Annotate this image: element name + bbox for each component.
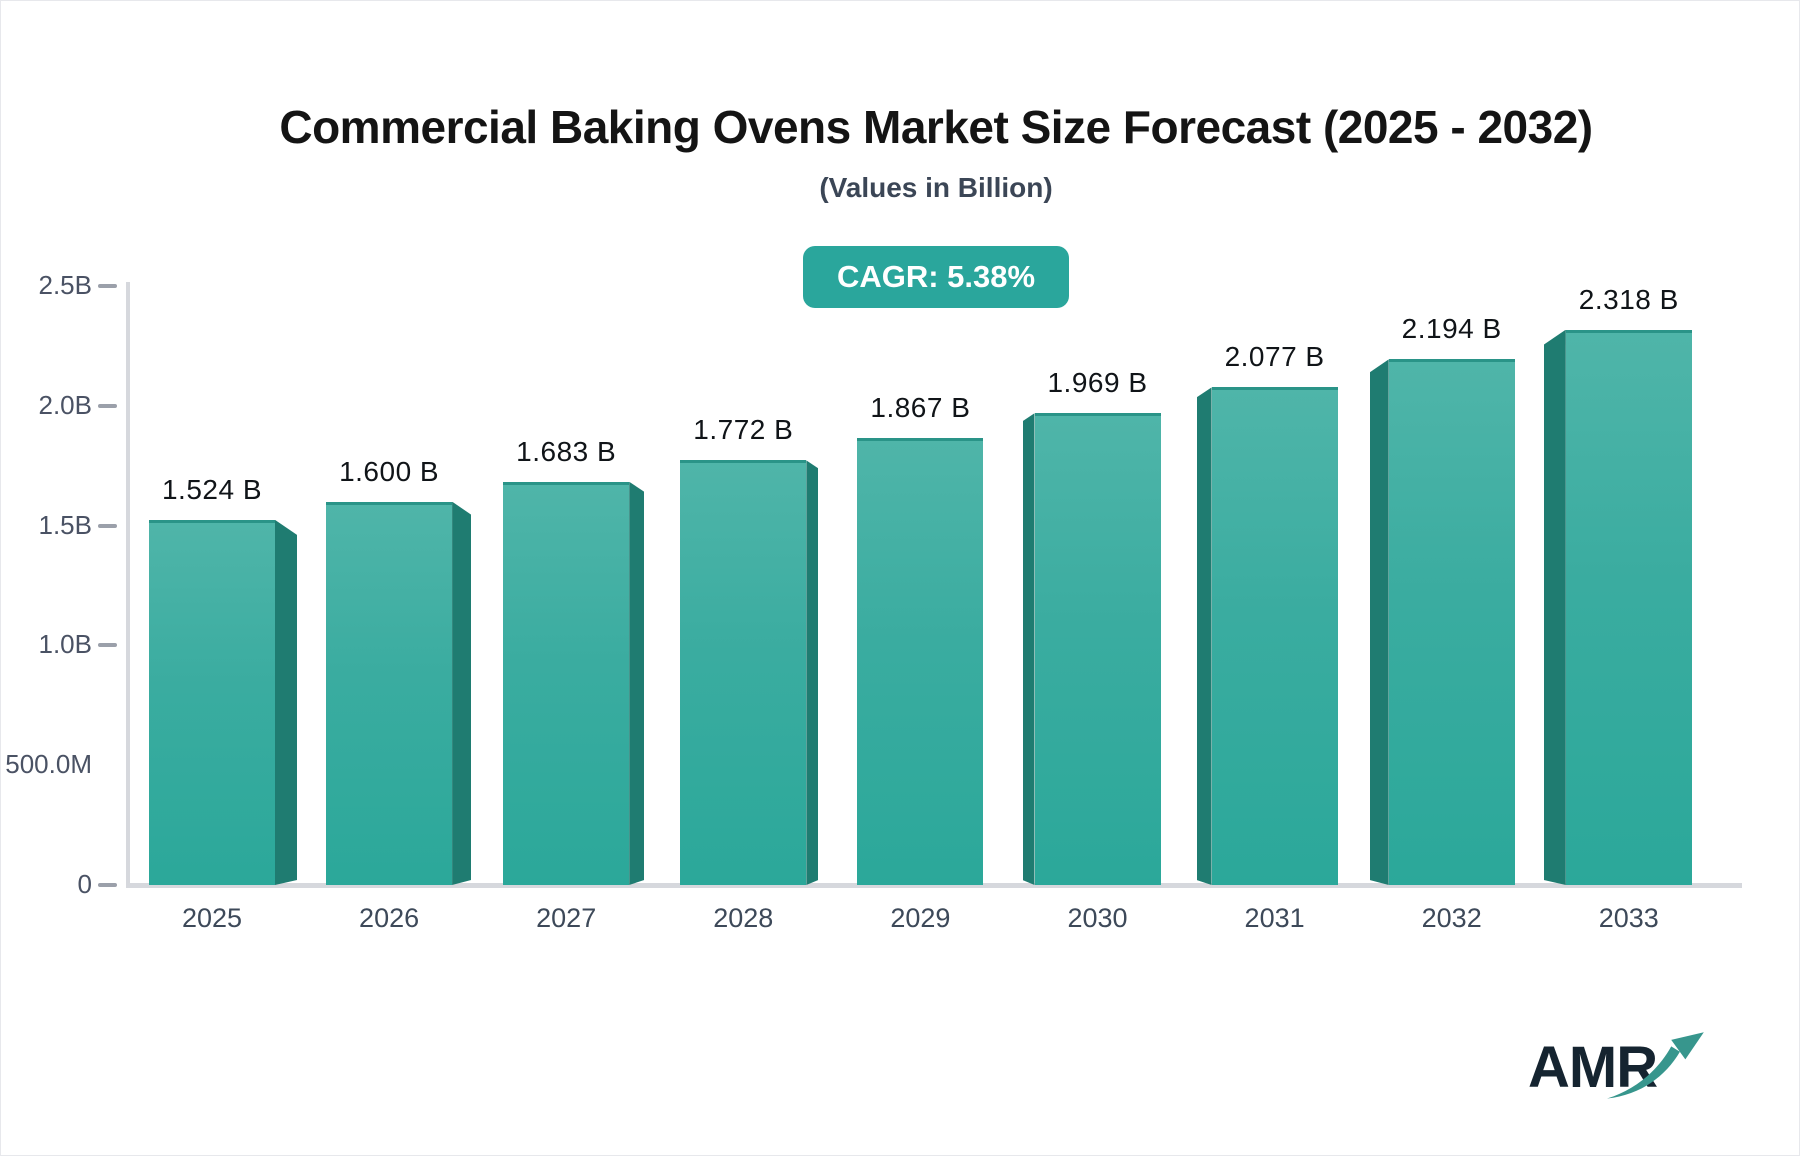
y-tick-dash	[98, 883, 117, 887]
y-tick-label: 2.5B	[38, 270, 93, 300]
bar-value-label: 2.077 B	[1224, 341, 1325, 373]
bar-value-label: 2.194 B	[1401, 313, 1502, 345]
bar-2027	[503, 481, 630, 885]
bar-value-label: 1.600 B	[339, 455, 440, 487]
bar-value-label: 1.969 B	[1047, 367, 1148, 399]
bar-3d-side	[1023, 413, 1035, 885]
x-tick-label-2028: 2028	[713, 903, 774, 933]
y-tick-label: 0	[77, 869, 92, 899]
y-tick-dash	[98, 284, 117, 288]
x-tick-label-2030: 2030	[1067, 903, 1128, 933]
y-tick-label: 500.0M	[5, 749, 92, 780]
x-tick-label-2033: 2033	[1598, 903, 1659, 933]
chart-header: Commercial Baking Ovens Market Size Fore…	[130, 0, 1742, 308]
x-tick-label-2029: 2029	[890, 903, 951, 933]
bar-3d-side	[1544, 330, 1566, 885]
bar-3d-side	[1370, 359, 1389, 885]
y-tick-label: 1.0B	[38, 629, 93, 660]
bar-3d-side	[806, 460, 818, 885]
bar-2026	[326, 501, 453, 885]
bar-value-label: 1.683 B	[516, 435, 617, 467]
x-tick-label-2031: 2031	[1244, 903, 1305, 933]
x-tick-label-2032: 2032	[1421, 903, 1482, 933]
bar-2030	[1034, 413, 1161, 885]
bar-2029	[857, 437, 984, 885]
x-tick-label-2025: 2025	[181, 903, 243, 933]
cagr-badge: CAGR: 5.38%	[802, 246, 1070, 308]
bar-value-label: 1.772 B	[693, 414, 794, 446]
bar-3d-side	[629, 482, 644, 885]
y-tick-dash	[98, 403, 117, 408]
x-axis-baseline	[126, 883, 1742, 888]
x-tick-label-2027: 2027	[536, 903, 597, 933]
bar-3d-side	[452, 502, 471, 885]
growth-arrow-icon	[1607, 1032, 1704, 1099]
y-tick-dash	[98, 523, 117, 528]
y-axis-line	[126, 282, 130, 888]
chart-subtitle: (Values in Billion)	[819, 172, 1053, 203]
x-tick-label-2026: 2026	[359, 903, 420, 933]
chart-title: Commercial Baking Ovens Market Size Fore…	[279, 101, 1593, 153]
bar-value-label: 2.318 B	[1578, 283, 1679, 315]
bar-2025	[149, 519, 275, 885]
bar-2033	[1565, 329, 1692, 885]
bar-value-label: 1.867 B	[870, 391, 971, 423]
bar-3d-side	[1197, 387, 1212, 885]
bar-2028	[680, 460, 807, 885]
amr-logo: AMR	[1528, 1030, 1718, 1120]
bar-3d-side	[275, 520, 297, 885]
y-tick-label: 2.0B	[38, 389, 93, 420]
y-tick-dash	[98, 643, 117, 648]
bar-2032	[1388, 359, 1515, 885]
bar-2031	[1211, 387, 1338, 885]
bar-value-label: 1.524 B	[161, 473, 263, 505]
y-tick-label: 1.5B	[38, 509, 93, 540]
